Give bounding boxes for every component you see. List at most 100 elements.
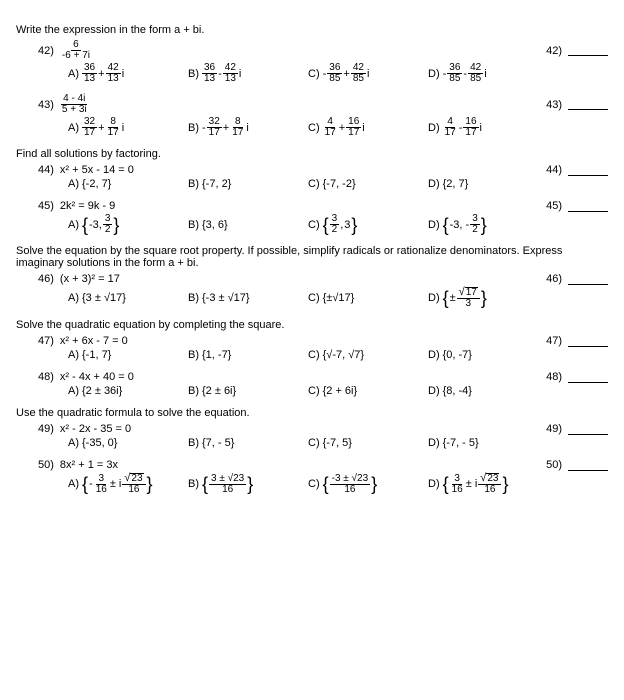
- opt-label: C): [308, 437, 320, 449]
- q42-blank-label: 42): [546, 45, 562, 57]
- q45-blank-label: 45): [546, 200, 562, 212]
- q49-opt-a: {-35, 0}: [82, 437, 117, 449]
- q46-num: 46): [38, 273, 54, 285]
- q42-num: 42): [38, 45, 54, 57]
- q49-row: 49) x² - 2x - 35 = 0 49): [16, 423, 608, 435]
- q44-blank-label: 44): [546, 164, 562, 176]
- q49-opt-b: {7, - 5}: [202, 437, 234, 449]
- q45-opt-a: {-3,32}: [82, 214, 119, 235]
- q49-opt-d: {-7, - 5}: [443, 437, 479, 449]
- q48-answer-blank[interactable]: [568, 372, 608, 383]
- q44-row: 44) x² + 5x - 14 = 0 44): [16, 164, 608, 176]
- q44-answer-blank[interactable]: [568, 165, 608, 176]
- q46-opt-d: {±√173}: [443, 287, 487, 309]
- q50-answer-blank[interactable]: [568, 460, 608, 471]
- q43-opt-a: 3217+817i: [82, 117, 124, 138]
- opt-label: D): [428, 349, 440, 361]
- q45-answer-blank[interactable]: [568, 201, 608, 212]
- q43-opt-c: 417+1617i: [323, 117, 365, 138]
- q42-opt-a: 3613+4213i: [82, 63, 124, 84]
- opt-label: C): [308, 349, 320, 361]
- opt-label: D): [428, 292, 440, 304]
- q48-row: 48) x² - 4x + 40 = 0 48): [16, 371, 608, 383]
- opt-label: D): [428, 478, 440, 490]
- q48-opt-b: {2 ± 6i}: [202, 385, 236, 397]
- q44-num: 44): [38, 164, 54, 176]
- q43-num: 43): [38, 99, 54, 111]
- q45-answers: A){-3,32} B){3, 6} C){32,3} D){-3, -32}: [16, 214, 608, 235]
- q44-answers: A){-2, 7} B){-7, 2} C){-7, -2} D){2, 7}: [16, 178, 608, 190]
- opt-label: D): [428, 178, 440, 190]
- q49-blank-label: 49): [546, 423, 562, 435]
- section-1-title: Write the expression in the form a + bi.: [16, 24, 608, 36]
- q47-row: 47) x² + 6x - 7 = 0 47): [16, 335, 608, 347]
- q42-row: 42) 6-6 + 7i 42): [16, 40, 608, 61]
- opt-label: C): [308, 292, 320, 304]
- opt-label: A): [68, 219, 79, 231]
- q47-opt-b: {1, -7}: [202, 349, 231, 361]
- q42-answer-blank[interactable]: [568, 45, 608, 56]
- opt-label: B): [188, 292, 199, 304]
- q50-opt-a: {- 316± i√2316}: [82, 473, 153, 495]
- opt-label: A): [68, 349, 79, 361]
- q45-expr: 2k² = 9k - 9: [60, 200, 115, 212]
- opt-label: C): [308, 68, 320, 80]
- q44-opt-a: {-2, 7}: [82, 178, 111, 190]
- q44-opt-b: {-7, 2}: [202, 178, 231, 190]
- q42-answers: A)3613+4213i B)3613-4213i C)- 3685+4285i…: [16, 63, 608, 84]
- q43-answer-blank[interactable]: [568, 99, 608, 110]
- opt-label: B): [188, 437, 199, 449]
- q48-opt-a: {2 ± 36i}: [82, 385, 122, 397]
- opt-label: B): [188, 478, 199, 490]
- opt-label: C): [308, 385, 320, 397]
- q49-answer-blank[interactable]: [568, 424, 608, 435]
- opt-label: A): [68, 122, 79, 134]
- section-5-title: Use the quadratic formula to solve the e…: [16, 407, 608, 419]
- q45-opt-b: {3, 6}: [202, 219, 228, 231]
- q49-opt-c: {-7, 5}: [323, 437, 352, 449]
- q42-opt-d: - 3685-4285i: [443, 63, 487, 84]
- q48-expr: x² - 4x + 40 = 0: [60, 371, 134, 383]
- q50-num: 50): [38, 459, 54, 471]
- section-2-title: Find all solutions by factoring.: [16, 148, 608, 160]
- section-3-title: Solve the equation by the square root pr…: [16, 245, 608, 269]
- q47-opt-a: {-1, 7}: [82, 349, 111, 361]
- opt-label: A): [68, 478, 79, 490]
- q48-opt-c: {2 + 6i}: [323, 385, 358, 397]
- q47-answer-blank[interactable]: [568, 336, 608, 347]
- q50-expr: 8x² + 1 = 3x: [60, 459, 118, 471]
- q42-opt-c: - 3685+4285i: [323, 63, 370, 84]
- q43-opt-d: 417-1617i: [443, 117, 482, 138]
- opt-label: D): [428, 122, 440, 134]
- opt-label: C): [308, 219, 320, 231]
- q46-row: 46) (x + 3)² = 17 46): [16, 273, 608, 285]
- opt-label: B): [188, 68, 199, 80]
- opt-label: A): [68, 292, 79, 304]
- opt-label: A): [68, 385, 79, 397]
- opt-label: B): [188, 385, 199, 397]
- opt-label: A): [68, 178, 79, 190]
- opt-label: D): [428, 68, 440, 80]
- q43-opt-b: - 3217+817i: [202, 117, 249, 138]
- q48-num: 48): [38, 371, 54, 383]
- q46-blank-label: 46): [546, 273, 562, 285]
- q44-opt-d: {2, 7}: [443, 178, 469, 190]
- q50-blank-label: 50): [546, 459, 562, 471]
- q46-answer-blank[interactable]: [568, 274, 608, 285]
- q49-answers: A){-35, 0} B){7, - 5} C){-7, 5} D){-7, -…: [16, 437, 608, 449]
- q42-expr: 6-6 + 7i: [60, 40, 92, 61]
- opt-label: A): [68, 437, 79, 449]
- opt-label: D): [428, 385, 440, 397]
- opt-label: A): [68, 68, 79, 80]
- q43-row: 43) 4 - 4i5 + 3i 43): [16, 94, 608, 115]
- q47-expr: x² + 6x - 7 = 0: [60, 335, 128, 347]
- q49-num: 49): [38, 423, 54, 435]
- q46-expr: (x + 3)² = 17: [60, 273, 120, 285]
- q48-blank-label: 48): [546, 371, 562, 383]
- q44-opt-c: {-7, -2}: [323, 178, 356, 190]
- q47-num: 47): [38, 335, 54, 347]
- q47-opt-c: {√-7, √7}: [323, 349, 364, 361]
- opt-label: D): [428, 437, 440, 449]
- q50-opt-c: {-3 ± √2316}: [323, 474, 378, 495]
- q46-answers: A){3 ± √17} B){-3 ± √17} C){±√17} D){±√1…: [16, 287, 608, 309]
